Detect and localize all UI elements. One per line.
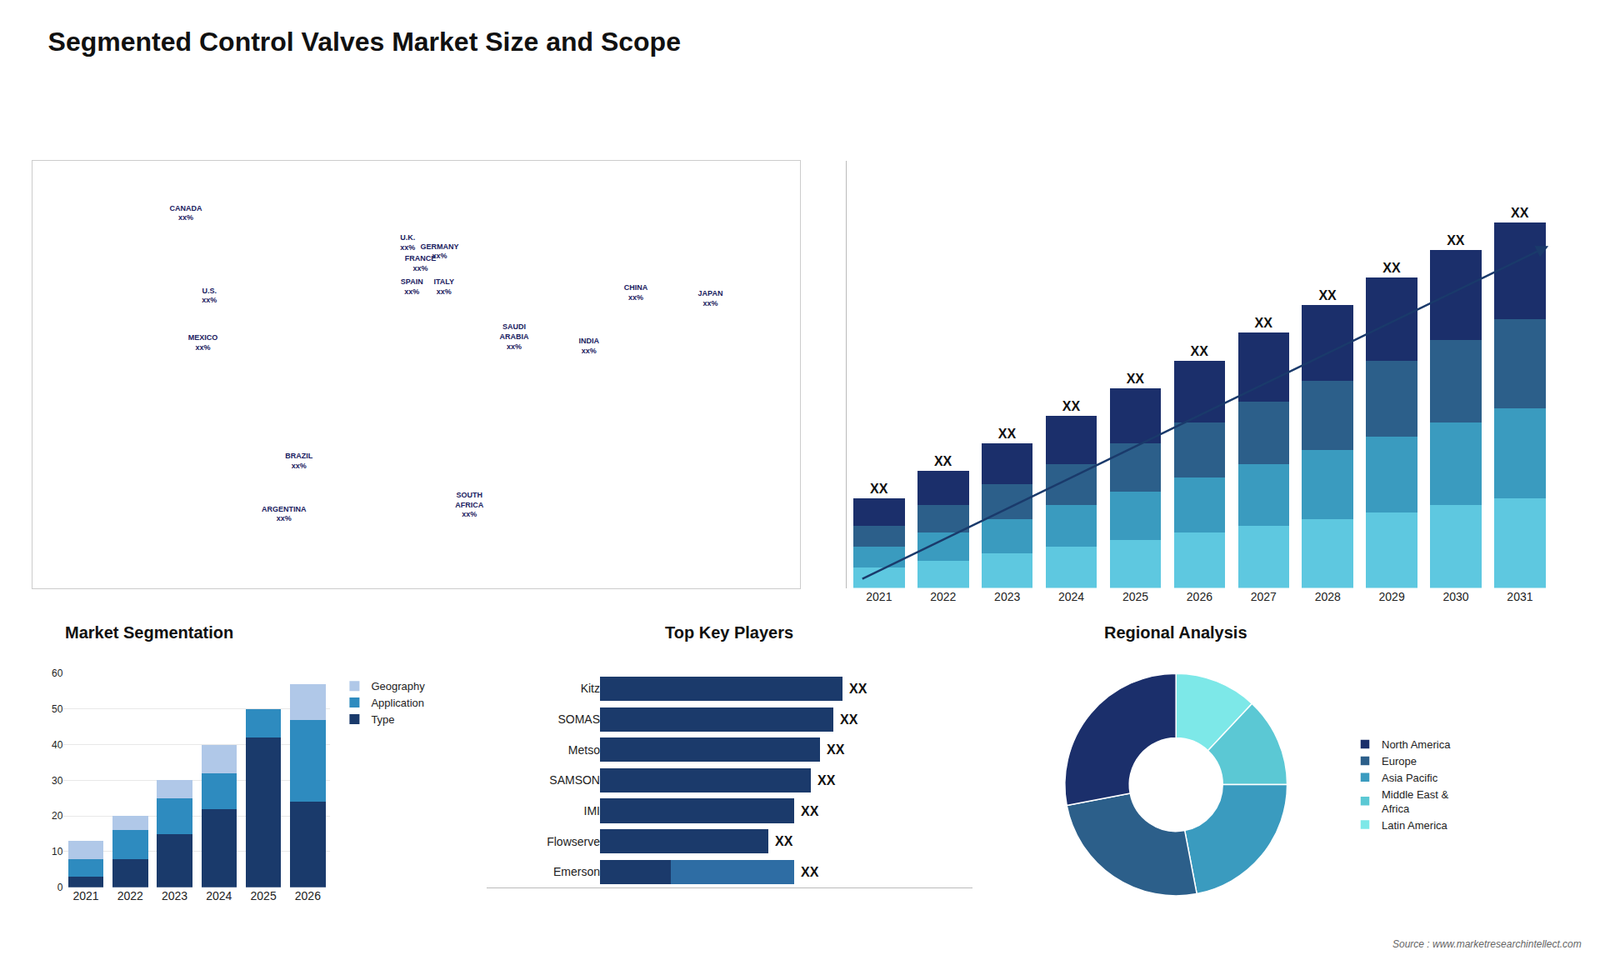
svg-text:Europe: Europe	[1381, 755, 1417, 768]
svg-text:IMI: IMI	[584, 804, 600, 818]
svg-text:2031: 2031	[1506, 590, 1533, 604]
svg-text:XX: XX	[800, 804, 820, 819]
svg-text:Application: Application	[370, 696, 425, 710]
svg-text:2029: 2029	[1379, 590, 1405, 604]
svg-text:Geography: Geography	[370, 680, 425, 693]
svg-text:2023: 2023	[994, 590, 1020, 604]
svg-text:ITALYxx%: ITALYxx%	[433, 277, 455, 296]
svg-text:XX: XX	[998, 426, 1017, 441]
svg-text:2023: 2023	[161, 889, 188, 903]
svg-text:Flowserve: Flowserve	[546, 835, 600, 849]
svg-text:Source : www.marketresearchint: Source : www.marketresearchintellect.com	[1392, 938, 1582, 950]
svg-text:Market Segmentation: Market Segmentation	[65, 623, 234, 642]
svg-text:BRAZILxx%: BRAZILxx%	[285, 451, 313, 470]
svg-text:2022: 2022	[930, 590, 956, 604]
svg-text:2021: 2021	[865, 590, 892, 604]
svg-text:2021: 2021	[72, 889, 99, 903]
svg-text:XX: XX	[1062, 399, 1081, 414]
svg-text:2028: 2028	[1315, 590, 1341, 604]
svg-text:SOUTHAFRICAxx%: SOUTHAFRICAxx%	[455, 490, 484, 519]
svg-text:North America: North America	[1381, 738, 1451, 751]
svg-text:2027: 2027	[1250, 590, 1277, 604]
svg-text:JAPANxx%: JAPANxx%	[698, 289, 724, 308]
svg-text:SAUDIARABIAxx%: SAUDIARABIAxx%	[500, 322, 530, 350]
svg-text:CANADAxx%: CANADAxx%	[170, 204, 203, 223]
svg-text:2024: 2024	[1058, 590, 1085, 604]
svg-text:2024: 2024	[205, 889, 232, 903]
svg-text:XX: XX	[870, 481, 889, 496]
svg-text:2025: 2025	[250, 889, 277, 903]
svg-text:50: 50	[51, 703, 64, 715]
svg-text:Top Key Players: Top Key Players	[665, 623, 794, 642]
svg-text:2026: 2026	[1186, 590, 1213, 604]
svg-text:Latin America: Latin America	[1381, 819, 1449, 832]
svg-text:GERMANYxx%: GERMANYxx%	[420, 242, 460, 261]
svg-text:Regional Analysis: Regional Analysis	[1104, 623, 1248, 642]
svg-text:XX: XX	[800, 865, 820, 880]
svg-text:20: 20	[51, 810, 64, 822]
svg-text:Emerson: Emerson	[553, 865, 600, 879]
svg-text:SOMAS: SOMAS	[557, 712, 600, 726]
svg-text:XX: XX	[934, 454, 953, 469]
svg-text:2030: 2030	[1442, 590, 1469, 604]
svg-text:2025: 2025	[1122, 590, 1149, 604]
svg-text:XX: XX	[1126, 371, 1145, 386]
svg-text:MEXICOxx%: MEXICOxx%	[188, 333, 219, 352]
svg-text:XX: XX	[1254, 315, 1273, 330]
svg-text:Type: Type	[370, 713, 395, 726]
svg-text:XX: XX	[1510, 205, 1530, 220]
svg-text:XX: XX	[817, 773, 836, 788]
svg-text:ARGENTINAxx%: ARGENTINAxx%	[261, 505, 307, 524]
svg-text:Kitz: Kitz	[580, 681, 600, 695]
svg-text:Asia Pacific: Asia Pacific	[1381, 771, 1439, 785]
svg-text:XX: XX	[1446, 233, 1465, 248]
svg-text:XX: XX	[1190, 344, 1210, 359]
svg-text:U.S.xx%: U.S.xx%	[201, 286, 217, 305]
svg-text:XX: XX	[826, 742, 845, 757]
svg-text:XX: XX	[840, 712, 859, 727]
svg-text:U.K.xx%: U.K.xx%	[400, 233, 415, 252]
svg-text:SAMSON: SAMSON	[549, 773, 600, 787]
svg-text:2022: 2022	[117, 889, 144, 903]
svg-text:60: 60	[51, 667, 64, 680]
svg-text:XX: XX	[849, 681, 868, 696]
svg-text:2026: 2026	[295, 889, 321, 903]
svg-text:FRANCExx%: FRANCExx%	[405, 254, 437, 273]
svg-text:XX: XX	[1318, 288, 1337, 303]
svg-text:XX: XX	[775, 834, 794, 849]
svg-text:Middle East &Africa: Middle East &Africa	[1381, 788, 1450, 815]
svg-text:INDIAxx%: INDIAxx%	[578, 336, 600, 355]
svg-text:40: 40	[51, 739, 64, 751]
svg-text:30: 30	[51, 775, 64, 787]
svg-text:SPAINxx%: SPAINxx%	[400, 277, 424, 296]
svg-text:Metso: Metso	[568, 743, 600, 757]
svg-text:0: 0	[57, 881, 64, 894]
svg-text:Segmented Control Valves Marke: Segmented Control Valves Market Size and…	[48, 26, 681, 57]
svg-text:XX: XX	[1382, 260, 1401, 275]
svg-text:10: 10	[51, 845, 64, 858]
svg-text:CHINAxx%: CHINAxx%	[624, 283, 649, 302]
